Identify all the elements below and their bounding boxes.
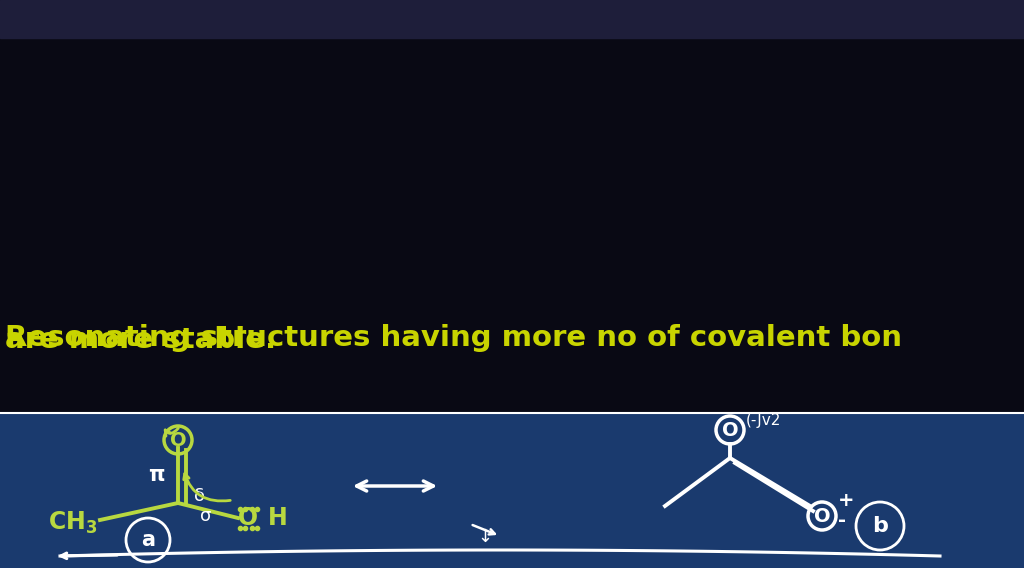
Text: δ: δ — [194, 487, 205, 505]
Text: σ: σ — [200, 507, 211, 525]
Text: H: H — [268, 506, 288, 530]
Text: (-Jv2: (-Jv2 — [746, 412, 781, 428]
Text: +: + — [838, 491, 854, 509]
Text: O: O — [170, 431, 186, 449]
Text: O: O — [814, 507, 830, 525]
Text: O: O — [238, 506, 258, 530]
Bar — [0, 0, 1024, 38]
Text: ↓: ↓ — [477, 528, 493, 546]
Text: b: b — [872, 516, 888, 536]
Text: Resonating structures having more no of covalent bon: Resonating structures having more no of … — [5, 324, 902, 352]
Text: π: π — [148, 465, 165, 485]
Bar — [0, 0, 1024, 413]
Text: $\mathregular{CH_3}$: $\mathregular{CH_3}$ — [48, 510, 97, 536]
Text: are more stable.: are more stable. — [5, 326, 276, 354]
Text: a: a — [141, 530, 155, 550]
Text: -: - — [838, 511, 846, 529]
Bar — [0, 413, 1024, 568]
Text: O: O — [722, 420, 738, 440]
